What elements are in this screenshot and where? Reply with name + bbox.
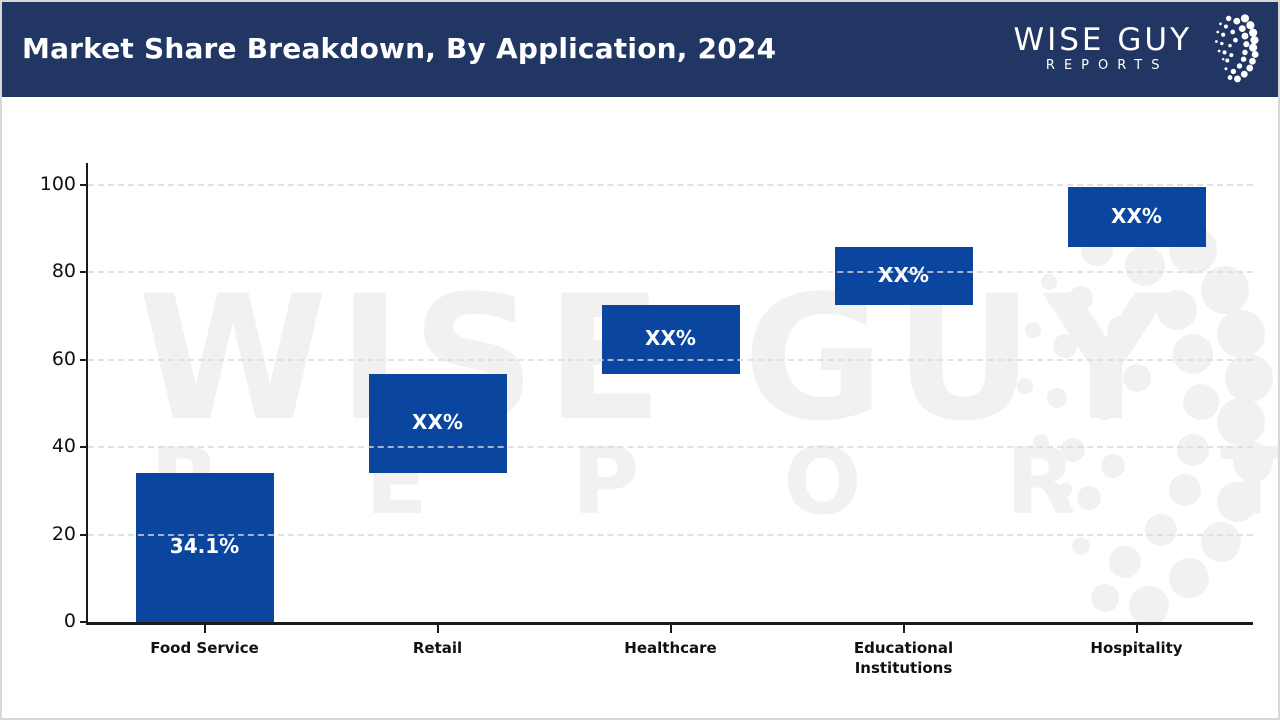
gridline-100	[88, 183, 1253, 186]
y-tick-label-80: 80	[51, 260, 76, 283]
y-tick-mark-0	[80, 621, 88, 623]
gridline-40	[88, 446, 1253, 449]
x-axis-spine	[86, 622, 1253, 625]
x-tick-mark-2	[669, 625, 672, 633]
x-tick-mark-3	[902, 625, 905, 633]
bar-hospitality: XX%	[1067, 187, 1206, 247]
y-tick-label-0: 0	[63, 610, 76, 632]
x-category-label: Healthcare	[624, 639, 717, 657]
y-tick-mark-100	[80, 183, 88, 186]
y-tick-mark-80	[80, 271, 88, 274]
page-title: Market Share Breakdown, By Application, …	[22, 32, 777, 65]
wise-guy-reports-logo: WISE GUY REPORTS	[1013, 11, 1280, 87]
bar-value-label: XX%	[878, 262, 929, 287]
y-tick-mark-20	[80, 533, 88, 536]
bar-value-label: 34.1%	[169, 534, 240, 559]
logo-wordmark: WISE GUY REPORTS	[1013, 24, 1192, 74]
x-category-label: Hospitality	[1090, 639, 1183, 657]
x-tick-mark-1	[436, 625, 439, 633]
y-axis-spine	[86, 163, 88, 624]
gridline-60	[88, 358, 1253, 361]
x-tick-mark-4	[1135, 625, 1138, 633]
x-category-label: Retail	[412, 639, 463, 657]
x-category-label: Educational Institutions	[853, 639, 954, 677]
x-tick-mark-0	[203, 625, 206, 633]
bar-educational-institutions: XX%	[834, 246, 973, 306]
y-tick-label-40: 40	[51, 435, 76, 458]
dotted-head-icon	[1215, 13, 1259, 82]
y-tick-label-100: 100	[39, 172, 76, 195]
logo-wordmark-line2: REPORTS	[1045, 58, 1169, 74]
bar-healthcare: XX%	[601, 305, 740, 374]
header-bar: Market Share Breakdown, By Application, …	[0, 0, 1280, 97]
y-tick-mark-60	[80, 358, 88, 361]
bar-value-label: XX%	[1111, 203, 1162, 228]
bar-retail: XX%	[368, 373, 507, 473]
x-category-label: Food Service	[150, 639, 259, 657]
logo-wordmark-line1: WISE GUY	[1013, 21, 1192, 58]
gridline-80	[88, 271, 1253, 274]
gridline-20	[88, 533, 1253, 536]
y-tick-label-60: 60	[51, 347, 76, 370]
bar-food-service: 34.1%	[135, 472, 274, 622]
y-tick-label-20: 20	[51, 522, 76, 545]
y-tick-mark-40	[80, 446, 88, 449]
bar-value-label: XX%	[412, 410, 463, 435]
bar-value-label: XX%	[645, 326, 696, 351]
